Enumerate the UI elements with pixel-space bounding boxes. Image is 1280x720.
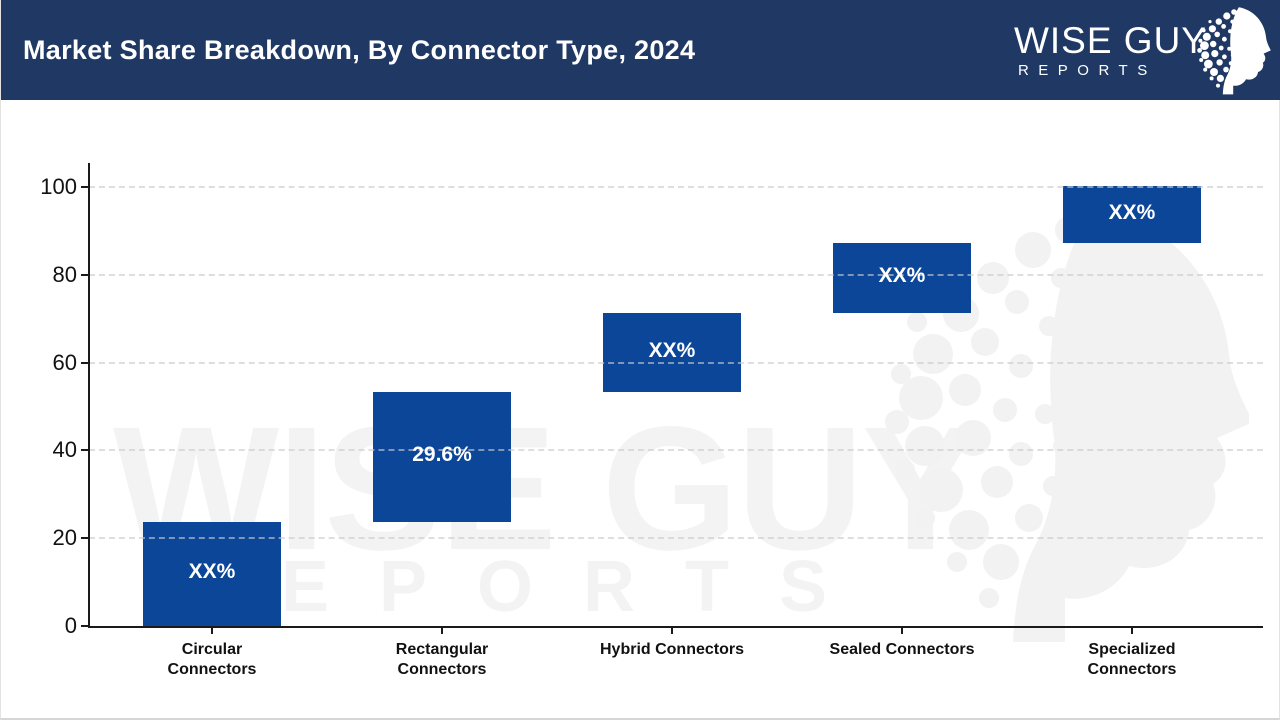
bar-value-label: XX% [878,264,926,288]
wiseguy-logo-text: WISE GUY REPORTS [1013,19,1207,79]
y-axis-tick [81,273,88,276]
x-axis-category-label: Specialized Connectors [1087,641,1177,678]
y-axis-tick-label: 40 [52,437,77,463]
y-axis-tick [81,449,88,452]
brand-name: WISE GUY [1013,19,1207,61]
waterfall-bar [373,392,511,522]
watermark-subtext: REPORTS [179,547,878,627]
y-axis-tick-label: 0 [64,613,77,638]
x-axis-category-label: Sealed Connectors [829,641,975,658]
y-axis-tick [81,361,88,364]
x-axis-spine [88,626,1263,628]
wiseguy-head-icon [1197,7,1271,95]
wiseguy-logo: WISE GUY REPORTS [1014,4,1271,96]
x-axis-tick [211,626,213,634]
waterfall-bar [1063,186,1201,244]
x-axis-category-label: Rectangular Connectors [395,641,489,678]
waterfall-bar [603,312,741,392]
gridline [89,361,1263,364]
x-axis-category-label: Circular Connectors [167,641,257,678]
bar-value-label: XX% [648,338,696,362]
y-axis-tick-label: 100 [40,174,77,199]
y-axis-tick-label: 20 [52,525,77,551]
x-axis-category-label: Hybrid Connectors [599,641,744,658]
y-axis-spine [88,163,90,628]
gridline [89,273,1263,276]
waterfall-bar [833,243,971,313]
bar-value-label: 29.6% [412,442,472,466]
gridline [89,537,1263,540]
bar-value-label: XX% [1108,200,1156,224]
y-axis-tick-label: 80 [52,261,77,287]
bar-value-label: XX% [188,559,236,583]
x-axis-tick [1131,626,1133,634]
plot-area: XX% Circular Connectors 29.6% Rectangular C… [1,100,1280,720]
y-axis-tick-label: 60 [52,349,77,375]
waterfall-chart: WISE GUY REPORTS XX% Circular Connectors 2… [1,100,1280,720]
waterfall-bar [143,521,281,626]
header-bar: Market Share Breakdown, By Connector Typ… [1,0,1280,100]
gridline [89,186,1263,188]
x-axis-tick [901,626,903,634]
y-axis-tick [81,186,88,188]
y-axis-tick [81,537,88,540]
chart-title: Market Share Breakdown, By Connector Typ… [23,34,696,65]
x-axis-tick [671,626,673,634]
gridline [89,449,1263,452]
brand-subtitle: REPORTS [1017,61,1157,79]
x-axis-tick [441,626,443,634]
y-axis-tick [81,625,88,627]
